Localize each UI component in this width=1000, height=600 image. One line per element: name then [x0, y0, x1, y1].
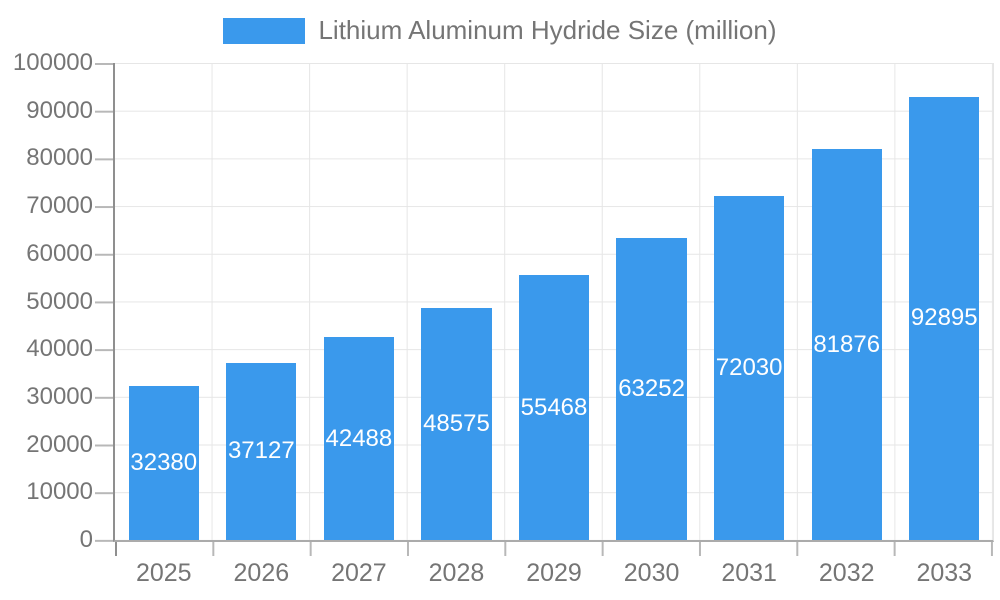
bar-2032[interactable]: 81876 — [811, 149, 882, 540]
y-tick-label: 100000 — [12, 49, 93, 76]
bar-cell-2029: 55468 — [505, 63, 603, 540]
y-tick-label: 80000 — [26, 144, 93, 172]
y-tick-label: 60000 — [26, 239, 93, 267]
bar-cell-2033: 92895 — [896, 63, 994, 540]
legend[interactable]: Lithium Aluminum Hydride Size (million) — [0, 15, 1000, 46]
bar-value-label: 72030 — [715, 354, 783, 382]
legend-label: Lithium Aluminum Hydride Size (million) — [318, 15, 777, 45]
y-tick-label: 20000 — [26, 430, 93, 458]
y-tick-label: 30000 — [26, 382, 93, 410]
x-tick-label: 2032 — [818, 559, 875, 587]
bar-value-label: 32380 — [130, 448, 198, 476]
bar-2029[interactable]: 55468 — [518, 275, 590, 540]
bar-value-label: 42488 — [325, 424, 393, 452]
bar-value-label: 37127 — [227, 437, 295, 465]
y-tick-label: 90000 — [26, 96, 93, 124]
x-tick-label: 2033 — [916, 559, 973, 587]
bar-value-label: 55468 — [520, 393, 588, 421]
y-tick-label: 0 — [79, 526, 93, 553]
y-tick-label: 10000 — [26, 478, 93, 506]
y-axis-labels: 0 10000 20000 30000 40000 50000 60000 70000 8000… — [0, 51, 93, 552]
x-tick-label: 2026 — [233, 559, 290, 587]
x-tick-label: 2030 — [623, 559, 680, 587]
y-tick-label: 50000 — [26, 287, 93, 315]
y-axis-ticks — [95, 63, 115, 542]
legend-swatch — [223, 17, 306, 44]
bar-cell-2032: 81876 — [798, 63, 896, 540]
bar-2028[interactable]: 48575 — [421, 308, 492, 540]
y-tick-label: 70000 — [26, 192, 93, 220]
bar-series: 32380 37127 42488 48575 55468 63252 72030 81876… — [115, 63, 993, 540]
bar-cell-2026: 37127 — [213, 63, 311, 540]
bar-cell-2028: 48575 — [408, 63, 506, 540]
bar-2031[interactable]: 72030 — [714, 196, 785, 540]
bar-2027[interactable]: 42488 — [323, 337, 395, 540]
x-tick-label: 2028 — [428, 559, 485, 587]
bar-cell-2030: 63252 — [603, 63, 701, 540]
y-tick-label: 40000 — [26, 335, 93, 363]
plot-area: 32380 37127 42488 48575 55468 63252 72030 81876… — [113, 63, 994, 542]
x-axis-ticks — [115, 542, 993, 556]
bar-2025[interactable]: 32380 — [128, 385, 199, 540]
bar-cell-2027: 42488 — [310, 63, 408, 540]
x-axis-labels: 2025 2026 2027 2028 2029 2030 2031 2032 2033 — [115, 558, 993, 588]
bar-cell-2031: 72030 — [700, 63, 798, 540]
x-tick-label: 2025 — [135, 559, 192, 587]
x-tick-label: 2029 — [526, 559, 582, 587]
bar-value-label: 92895 — [910, 304, 978, 332]
bar-cell-2025: 32380 — [115, 63, 213, 540]
x-tick-label: 2031 — [721, 559, 777, 587]
bar-2033[interactable]: 92895 — [909, 96, 980, 540]
bar-value-label: 48575 — [423, 410, 490, 438]
bar-2030[interactable]: 63252 — [616, 238, 687, 540]
bar-2026[interactable]: 37127 — [226, 362, 297, 540]
bar-value-label: 81876 — [813, 330, 881, 358]
x-tick-label: 2027 — [331, 559, 387, 587]
bar-value-label: 63252 — [618, 375, 685, 403]
